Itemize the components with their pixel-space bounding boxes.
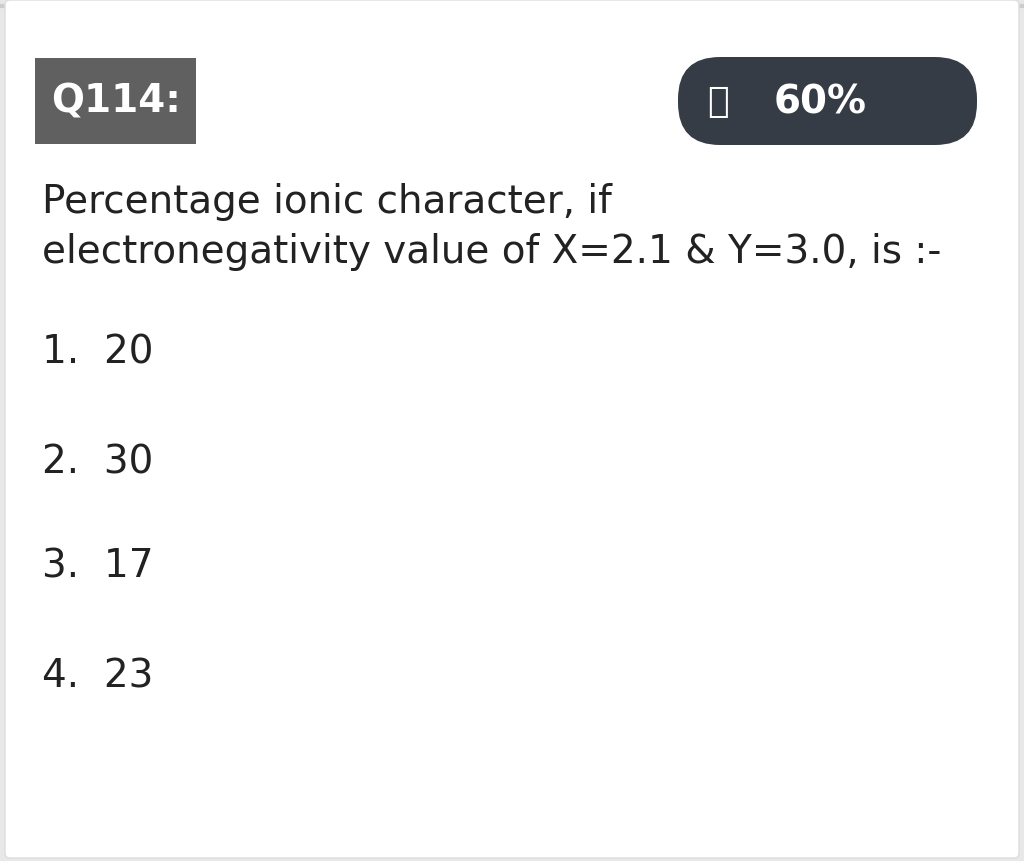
Text: 3.  17: 3. 17 <box>42 548 154 585</box>
Text: 👍: 👍 <box>708 85 729 119</box>
Text: 1.  20: 1. 20 <box>42 332 154 370</box>
Text: Q114:: Q114: <box>51 83 181 121</box>
FancyBboxPatch shape <box>678 58 977 146</box>
FancyBboxPatch shape <box>35 59 196 145</box>
Text: electronegativity value of X=2.1 & Y=3.0, is :-: electronegativity value of X=2.1 & Y=3.0… <box>42 232 941 270</box>
Text: 60%: 60% <box>773 83 866 121</box>
Text: 4.  23: 4. 23 <box>42 657 154 695</box>
Text: Percentage ionic character, if: Percentage ionic character, if <box>42 183 612 220</box>
Text: 2.  30: 2. 30 <box>42 443 154 480</box>
FancyBboxPatch shape <box>5 1 1019 858</box>
